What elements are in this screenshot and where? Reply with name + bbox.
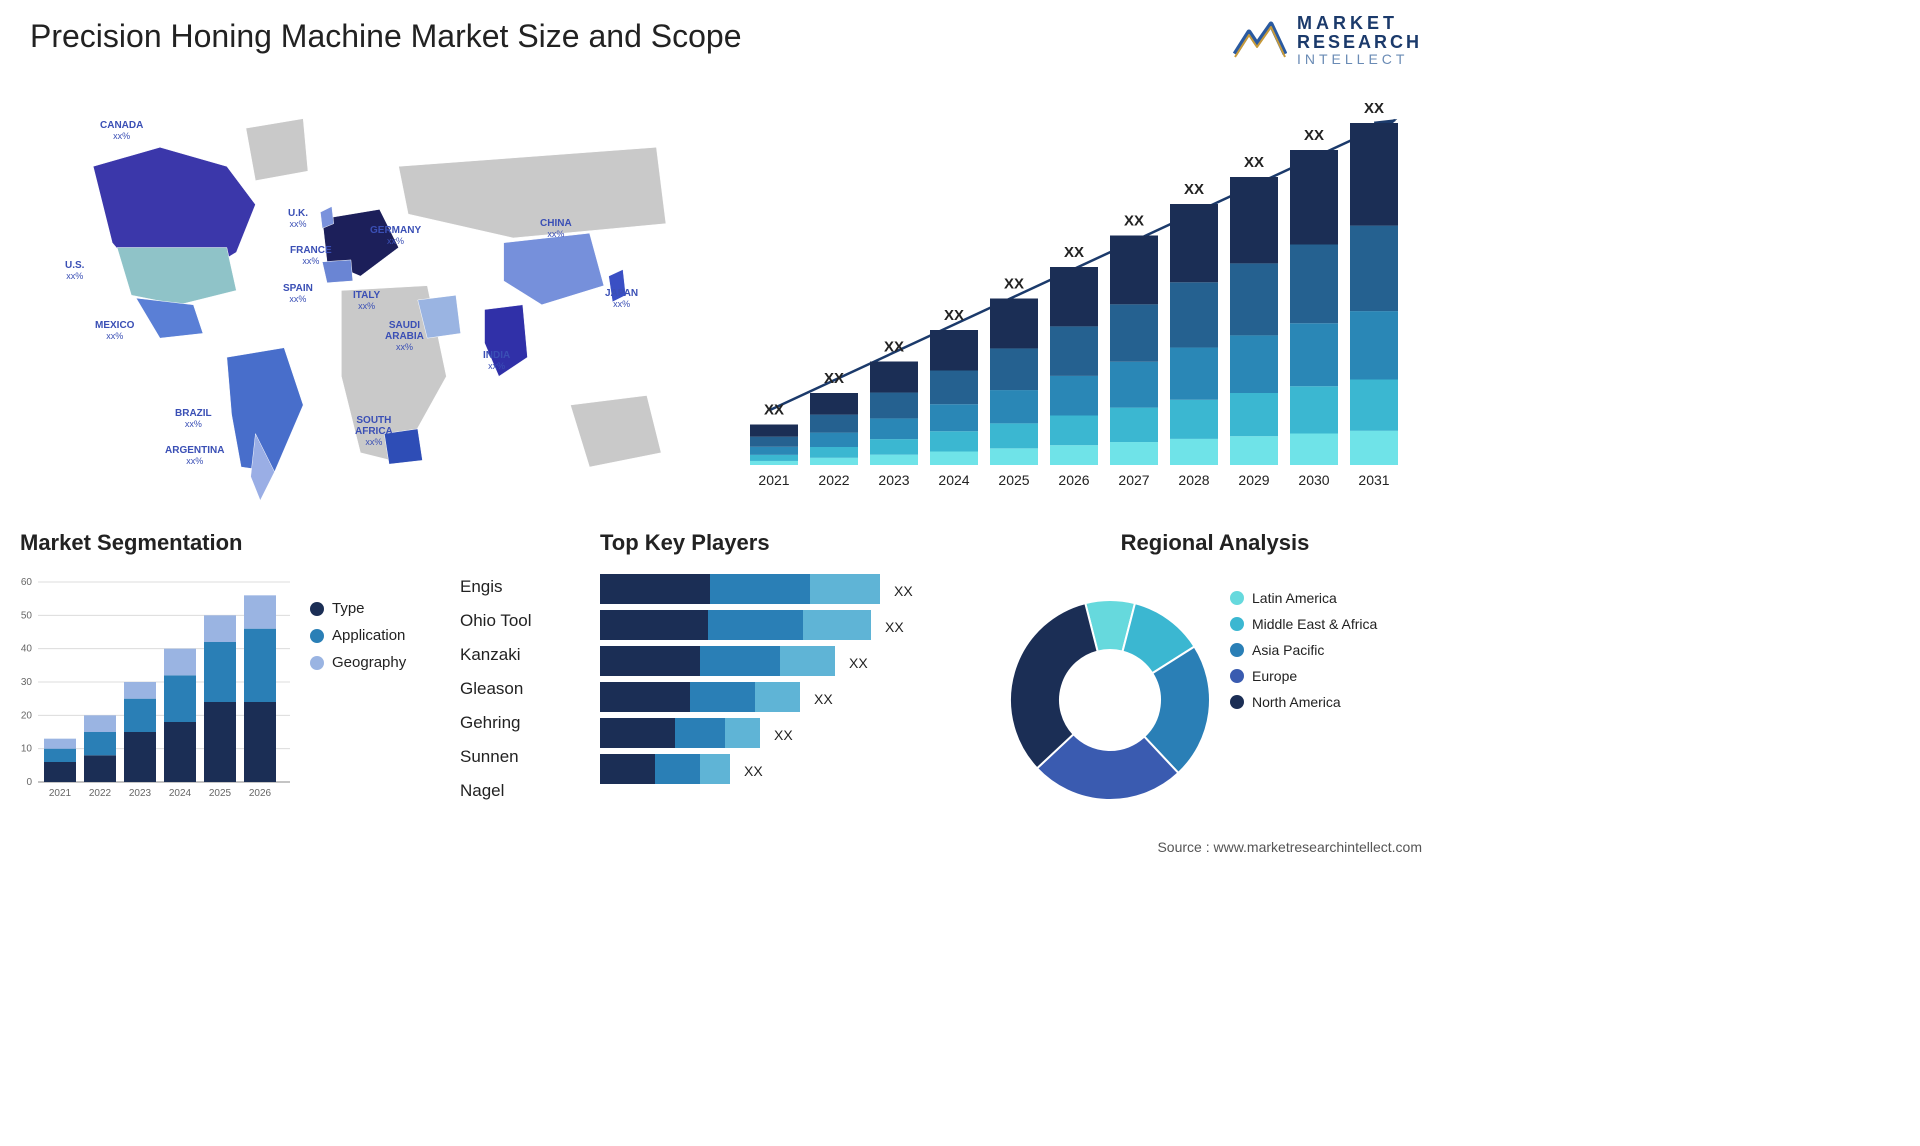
svg-text:0: 0 bbox=[26, 777, 32, 788]
player-name: Ohio Tool bbox=[460, 604, 532, 638]
svg-text:XX: XX bbox=[1064, 244, 1084, 261]
svg-text:2026: 2026 bbox=[249, 788, 272, 799]
segmentation-legend-item: Application bbox=[310, 627, 406, 644]
svg-text:XX: XX bbox=[1184, 181, 1204, 198]
svg-text:XX: XX bbox=[894, 583, 913, 599]
map-label: SAUDIARABIAxx% bbox=[385, 320, 424, 353]
svg-text:2023: 2023 bbox=[878, 472, 909, 488]
map-label: MEXICOxx% bbox=[95, 320, 134, 342]
players-names: EngisOhio ToolKanzakiGleasonGehringSunne… bbox=[460, 570, 532, 808]
map-label: CHINAxx% bbox=[540, 218, 572, 240]
svg-text:2024: 2024 bbox=[169, 788, 192, 799]
svg-text:XX: XX bbox=[774, 727, 793, 743]
logo-text-1: MARKET bbox=[1297, 14, 1422, 33]
logo-text-3: INTELLECT bbox=[1297, 52, 1422, 67]
map-label: ARGENTINAxx% bbox=[165, 445, 224, 467]
svg-text:50: 50 bbox=[21, 610, 33, 621]
map-label: U.K.xx% bbox=[288, 208, 308, 230]
map-label: SOUTHAFRICAxx% bbox=[355, 415, 393, 448]
player-name: Gehring bbox=[460, 706, 532, 740]
logo-mark-icon bbox=[1233, 18, 1287, 62]
segmentation-legend-item: Type bbox=[310, 600, 406, 617]
svg-text:2021: 2021 bbox=[49, 788, 72, 799]
page-title: Precision Honing Machine Market Size and… bbox=[30, 18, 741, 55]
player-name: Engis bbox=[460, 570, 532, 604]
svg-text:XX: XX bbox=[1124, 213, 1144, 230]
map-label: GERMANYxx% bbox=[370, 225, 421, 247]
svg-text:XX: XX bbox=[884, 339, 904, 356]
regional-legend-item: Asia Pacific bbox=[1230, 642, 1377, 658]
forecast-chart: XX 2021 XX 2022 XX 2023 XX 2024 XX 2025 XX 2026 XX 20… bbox=[740, 95, 1420, 505]
svg-text:40: 40 bbox=[21, 644, 33, 655]
svg-text:XX: XX bbox=[764, 402, 784, 419]
segmentation-title: Market Segmentation bbox=[20, 530, 460, 556]
svg-text:XX: XX bbox=[1244, 154, 1264, 171]
map-label: JAPANxx% bbox=[605, 288, 638, 310]
svg-text:2025: 2025 bbox=[998, 472, 1029, 488]
svg-text:2030: 2030 bbox=[1298, 472, 1329, 488]
map-label: SPAINxx% bbox=[283, 283, 313, 305]
regional-legend-item: Latin America bbox=[1230, 590, 1377, 606]
map-label: U.S.xx% bbox=[65, 260, 84, 282]
svg-text:XX: XX bbox=[1364, 100, 1384, 117]
svg-text:XX: XX bbox=[944, 307, 964, 324]
svg-text:2027: 2027 bbox=[1118, 472, 1149, 488]
player-name: Sunnen bbox=[460, 740, 532, 774]
regional-legend-item: Europe bbox=[1230, 668, 1377, 684]
svg-text:XX: XX bbox=[824, 370, 844, 387]
players-panel: Top Key Players EngisOhio ToolKanzakiGle… bbox=[460, 530, 980, 830]
svg-text:2031: 2031 bbox=[1358, 472, 1389, 488]
svg-text:2023: 2023 bbox=[129, 788, 152, 799]
segmentation-legend-item: Geography bbox=[310, 654, 406, 671]
player-name: Nagel bbox=[460, 774, 532, 808]
svg-text:2026: 2026 bbox=[1058, 472, 1089, 488]
players-title: Top Key Players bbox=[600, 530, 770, 556]
svg-text:XX: XX bbox=[744, 763, 763, 779]
player-name: Gleason bbox=[460, 672, 532, 706]
map-label: ITALYxx% bbox=[353, 290, 380, 312]
regional-legend-item: North America bbox=[1230, 694, 1377, 710]
svg-text:XX: XX bbox=[1304, 127, 1324, 144]
map-label: INDIAxx% bbox=[483, 350, 510, 372]
svg-text:20: 20 bbox=[21, 710, 33, 721]
svg-text:XX: XX bbox=[1004, 276, 1024, 293]
regional-legend-item: Middle East & Africa bbox=[1230, 616, 1377, 632]
source-attribution: Source : www.marketresearchintellect.com bbox=[1157, 839, 1422, 855]
svg-text:XX: XX bbox=[814, 691, 833, 707]
svg-text:XX: XX bbox=[849, 655, 868, 671]
regional-title: Regional Analysis bbox=[1000, 530, 1430, 556]
player-name: Kanzaki bbox=[460, 638, 532, 672]
svg-text:2021: 2021 bbox=[758, 472, 789, 488]
svg-text:2025: 2025 bbox=[209, 788, 232, 799]
regional-panel: Regional Analysis Latin America Middle Ea… bbox=[1000, 530, 1430, 830]
brand-logo: MARKET RESEARCH INTELLECT bbox=[1233, 14, 1422, 66]
map-label: CANADAxx% bbox=[100, 120, 143, 142]
svg-text:30: 30 bbox=[21, 677, 33, 688]
svg-text:2024: 2024 bbox=[938, 472, 969, 488]
svg-text:10: 10 bbox=[21, 744, 33, 755]
world-map-panel: CANADAxx% U.S.xx% MEXICOxx% BRAZILxx% ARGENT… bbox=[20, 90, 720, 510]
svg-text:2029: 2029 bbox=[1238, 472, 1269, 488]
segmentation-panel: Market Segmentation 0 10 20 30 40 50 60 2021 202… bbox=[20, 530, 460, 830]
svg-text:2028: 2028 bbox=[1178, 472, 1209, 488]
svg-text:60: 60 bbox=[21, 577, 33, 588]
svg-text:2022: 2022 bbox=[89, 788, 112, 799]
svg-text:2022: 2022 bbox=[818, 472, 849, 488]
logo-text-2: RESEARCH bbox=[1297, 33, 1422, 52]
map-label: BRAZILxx% bbox=[175, 408, 212, 430]
map-label: FRANCExx% bbox=[290, 245, 332, 267]
svg-text:XX: XX bbox=[885, 619, 904, 635]
